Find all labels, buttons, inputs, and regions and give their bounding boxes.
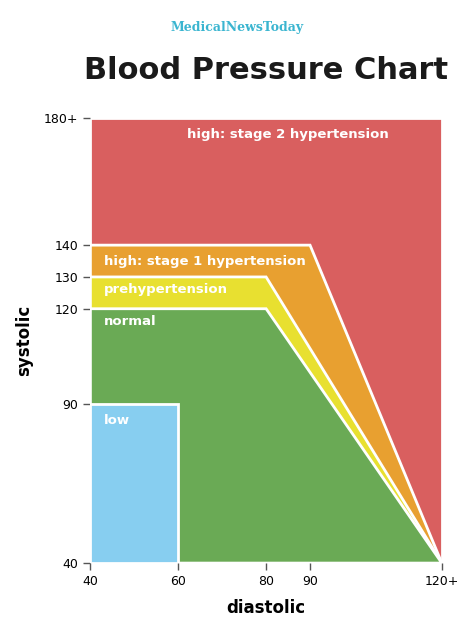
X-axis label: diastolic: diastolic [227, 599, 306, 617]
Text: low: low [104, 414, 130, 427]
Text: MedicalNewsToday: MedicalNewsToday [171, 21, 303, 34]
Text: normal: normal [104, 315, 156, 328]
Polygon shape [91, 245, 442, 563]
Polygon shape [91, 118, 442, 563]
Title: Blood Pressure Chart: Blood Pressure Chart [84, 56, 448, 85]
Polygon shape [91, 309, 442, 563]
Polygon shape [91, 277, 442, 563]
Polygon shape [91, 404, 178, 563]
Text: high: stage 2 hypertension: high: stage 2 hypertension [187, 128, 389, 140]
Text: prehypertension: prehypertension [104, 283, 228, 296]
Text: high: stage 1 hypertension: high: stage 1 hypertension [104, 255, 305, 268]
Y-axis label: systolic: systolic [15, 305, 33, 376]
